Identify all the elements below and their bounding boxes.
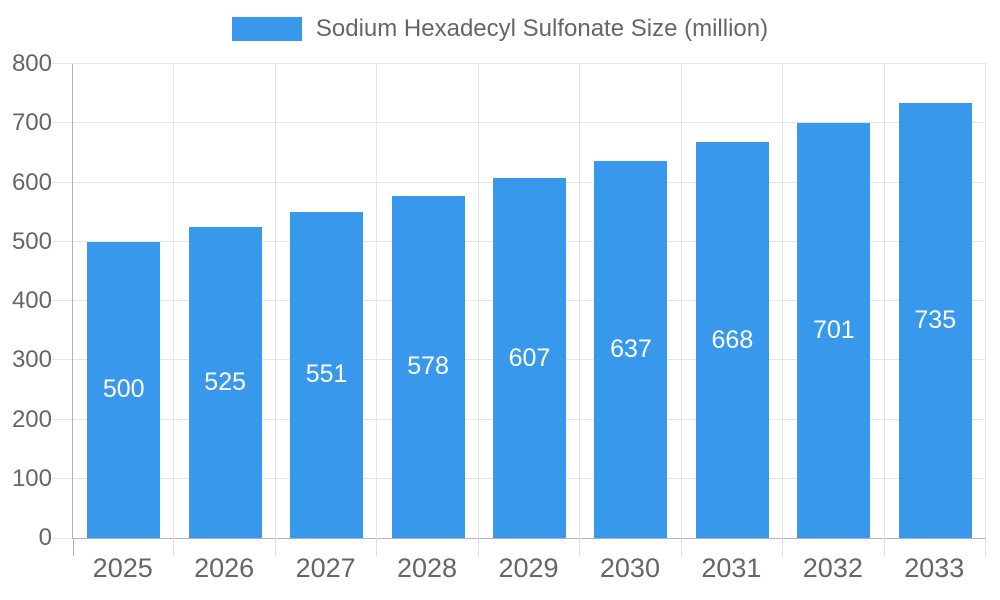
y-axis-tick-mark — [52, 418, 72, 420]
x-axis-tick-mark — [680, 538, 682, 556]
x-axis-tick-mark — [173, 538, 175, 556]
bar[interactable]: 701 — [797, 122, 871, 538]
x-axis-tick-mark — [73, 538, 74, 556]
y-axis-tick-label: 400 — [11, 287, 52, 314]
y-axis-tick-label: 0 — [38, 524, 52, 551]
bar[interactable]: 668 — [695, 142, 769, 538]
gridline-vertical — [173, 64, 175, 538]
plot-area: 500 525 551 578 607 637 668 701 735 — [52, 63, 986, 556]
x-axis-tick-label: 2032 — [802, 553, 863, 583]
bar-value-label: 500 — [102, 375, 145, 404]
x-axis-tick-mark — [376, 538, 378, 556]
gridline-vertical — [274, 64, 276, 538]
bar[interactable]: 607 — [493, 178, 566, 538]
x-axis-tick-label: 2033 — [904, 553, 965, 583]
x-axis-tick-mark — [579, 538, 581, 556]
gridline-vertical — [985, 64, 986, 538]
y-axis-tick-mark — [52, 538, 72, 539]
bar-value-label: 578 — [407, 352, 449, 381]
x-axis-tick-mark — [883, 538, 885, 556]
bar[interactable]: 637 — [594, 160, 668, 538]
legend-label: Sodium Hexadecyl Sulfonate Size (million… — [315, 15, 769, 42]
x-axis-tick-label: 2025 — [92, 553, 153, 583]
y-axis-tick-mark — [52, 240, 72, 242]
x-axis-tick-mark — [477, 538, 479, 556]
bar-value-label: 551 — [305, 360, 348, 389]
gridline-horizontal — [73, 63, 986, 64]
y-axis-tick-label: 500 — [11, 227, 52, 255]
bar-value-label: 735 — [914, 305, 957, 334]
y-axis-tick-label: 600 — [11, 168, 52, 196]
bar[interactable]: 578 — [391, 195, 465, 538]
x-axis-tick-mark — [985, 538, 986, 556]
gridline-vertical — [579, 64, 581, 538]
bar-value-label: 607 — [508, 343, 551, 372]
y-axis-tick-mark — [52, 181, 72, 183]
bar[interactable]: 525 — [188, 226, 262, 538]
x-axis-tick-label: 2026 — [194, 553, 255, 583]
y-axis-tick-mark — [52, 122, 72, 124]
y-axis-tick-mark — [52, 63, 72, 64]
bar-value-label: 637 — [610, 334, 652, 363]
y-axis-tick-label: 100 — [11, 464, 52, 492]
y-axis-tick-label: 300 — [11, 346, 52, 374]
y-axis-tick-mark — [52, 359, 72, 361]
gridline-vertical — [376, 64, 378, 538]
x-axis-tick-label: 2027 — [295, 553, 356, 583]
x-axis-tick-label: 2028 — [397, 553, 458, 583]
gridline-horizontal — [73, 122, 986, 124]
chart-legend[interactable]: Sodium Hexadecyl Sulfonate Size (million… — [0, 15, 1000, 42]
bar[interactable]: 500 — [87, 241, 161, 538]
y-axis-tick-mark — [52, 300, 72, 301]
x-axis-tick-label: 2030 — [599, 553, 660, 583]
legend-swatch — [231, 17, 302, 42]
y-axis-tick-label: 200 — [11, 405, 52, 433]
x-axis-tick-label: 2029 — [498, 553, 559, 583]
gridline-vertical — [883, 64, 885, 538]
bar[interactable]: 551 — [290, 211, 364, 538]
gridline-vertical — [782, 64, 784, 538]
bar-value-label: 668 — [711, 325, 754, 354]
x-axis-tick-mark — [782, 538, 784, 556]
y-axis-tick-mark — [52, 477, 72, 479]
y-axis-tick-label: 700 — [11, 109, 52, 137]
y-axis-tick-label: 800 — [11, 50, 52, 77]
bar-value-label: 701 — [812, 315, 855, 344]
gridline-vertical — [680, 64, 682, 538]
bar-value-label: 525 — [204, 367, 247, 396]
x-axis-tick-label: 2031 — [701, 553, 762, 583]
bar[interactable]: 735 — [898, 102, 972, 538]
gridline-vertical — [477, 64, 479, 538]
x-axis-tick-mark — [274, 538, 276, 556]
